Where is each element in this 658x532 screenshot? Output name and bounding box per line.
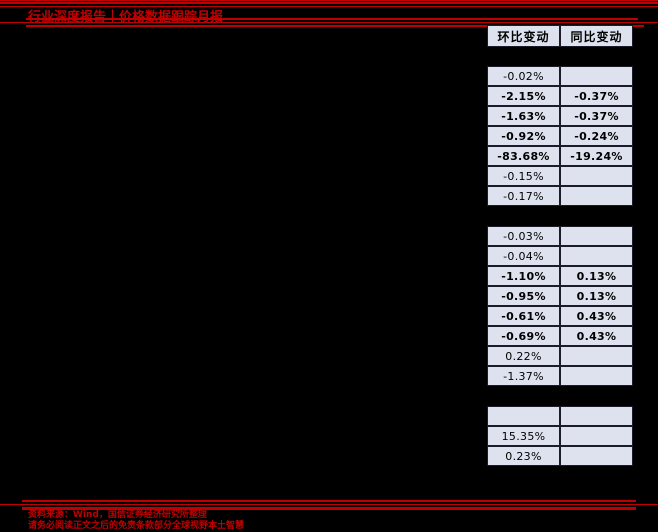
column-header-yoy: 同比变动 — [560, 25, 633, 47]
table-cell-mom: -0.02% — [487, 66, 560, 86]
table-cell-mom: -2.15% — [487, 86, 560, 106]
table-row — [487, 406, 633, 426]
table-cell-yoy — [560, 426, 633, 446]
change-table: 环比变动 同比变动 -0.02% -2.15% -0.37% -1.63% -0.37% -… — [487, 25, 633, 466]
page-title-band: 行业深度报告｜价格数据跟踪月报 — [0, 9, 658, 29]
table-cell-mom: -1.37% — [487, 366, 560, 386]
change-table-body: 环比变动 同比变动 -0.02% -2.15% -0.37% -1.63% -0.37% -… — [487, 25, 633, 466]
table-cell-mom — [487, 406, 560, 426]
table-cell-yoy: -0.37% — [560, 86, 633, 106]
spacer-cell — [487, 206, 633, 226]
table-cell-yoy — [560, 186, 633, 206]
spacer-cell — [487, 47, 633, 66]
table-cell-mom: -0.04% — [487, 246, 560, 266]
table-cell-mom: 0.23% — [487, 446, 560, 466]
table-header-gap — [487, 47, 633, 66]
table-row: -0.92% -0.24% — [487, 126, 633, 146]
header-rule-1 — [0, 0, 658, 1]
table-row: 15.35% — [487, 426, 633, 446]
header-rule-3 — [0, 6, 658, 7]
table-cell-mom: -0.17% — [487, 186, 560, 206]
table-cell-mom: 15.35% — [487, 426, 560, 446]
table-cell-yoy: 0.13% — [560, 266, 633, 286]
table-cell-mom: -0.92% — [487, 126, 560, 146]
table-row: -0.02% — [487, 66, 633, 86]
footer-text-block: 资料来源：Wind，国信证券经济研究所整理 请务必阅读正文之后的免责条款部分全球… — [28, 510, 244, 532]
table-cell-mom: -1.10% — [487, 266, 560, 286]
table-cell-yoy: -0.24% — [560, 126, 633, 146]
table-row: -0.95% 0.13% — [487, 286, 633, 306]
table-cell-yoy: 0.13% — [560, 286, 633, 306]
title-underline-1 — [26, 18, 638, 20]
table-row: -0.17% — [487, 186, 633, 206]
table-cell-yoy — [560, 366, 633, 386]
table-cell-yoy — [560, 446, 633, 466]
table-cell-mom: -0.15% — [487, 166, 560, 186]
table-row: -1.10% 0.13% — [487, 266, 633, 286]
table-cell-mom: -0.03% — [487, 226, 560, 246]
spacer-cell — [487, 386, 633, 406]
change-table-wrapper: 环比变动 同比变动 -0.02% -2.15% -0.37% -1.63% -0.37% -… — [487, 25, 633, 466]
page-title: 行业深度报告｜价格数据跟踪月报 — [28, 10, 223, 26]
table-row: -0.61% 0.43% — [487, 306, 633, 326]
header-rule-2 — [0, 2, 658, 4]
footer-rule-1 — [22, 500, 636, 502]
table-row: -0.69% 0.43% — [487, 326, 633, 346]
table-block-gap-1 — [487, 206, 633, 226]
table-cell-yoy: 0.43% — [560, 326, 633, 346]
title-underline-2 — [0, 22, 658, 23]
table-cell-mom: 0.22% — [487, 346, 560, 366]
table-cell-yoy: 0.43% — [560, 306, 633, 326]
table-cell-yoy — [560, 226, 633, 246]
footer-disclaimer-line: 请务必阅读正文之后的免责条款部分全球视野本土智慧 — [28, 521, 245, 531]
table-row: 0.23% — [487, 446, 633, 466]
table-row: -83.68% -19.24% — [487, 146, 633, 166]
table-row: -2.15% -0.37% — [487, 86, 633, 106]
table-cell-mom: -0.95% — [487, 286, 560, 306]
table-cell-yoy — [560, 166, 633, 186]
table-cell-mom: -1.63% — [487, 106, 560, 126]
table-cell-yoy — [560, 406, 633, 426]
table-row: -0.15% — [487, 166, 633, 186]
table-cell-yoy: -0.37% — [560, 106, 633, 126]
header-rule-stack — [0, 0, 658, 7]
table-header-row: 环比变动 同比变动 — [487, 25, 633, 47]
footer-source-line: 资料来源：Wind，国信证券经济研究所整理 — [28, 510, 207, 520]
table-row: -1.63% -0.37% — [487, 106, 633, 126]
table-cell-yoy — [560, 246, 633, 266]
table-row: 0.22% — [487, 346, 633, 366]
table-row: -0.04% — [487, 246, 633, 266]
table-row: -0.03% — [487, 226, 633, 246]
table-cell-yoy: -19.24% — [560, 146, 633, 166]
table-row: -1.37% — [487, 366, 633, 386]
table-cell-yoy — [560, 346, 633, 366]
table-cell-mom: -0.69% — [487, 326, 560, 346]
header-rule-gap-2 — [0, 4, 658, 6]
title-underline-3 — [26, 25, 644, 27]
table-cell-yoy — [560, 66, 633, 86]
table-cell-mom: -83.68% — [487, 146, 560, 166]
header-rule-gap-1 — [0, 1, 658, 2]
column-header-mom: 环比变动 — [487, 25, 560, 47]
table-block-gap-2 — [487, 386, 633, 406]
table-cell-mom: -0.61% — [487, 306, 560, 326]
footer-rule-2 — [0, 504, 658, 505]
